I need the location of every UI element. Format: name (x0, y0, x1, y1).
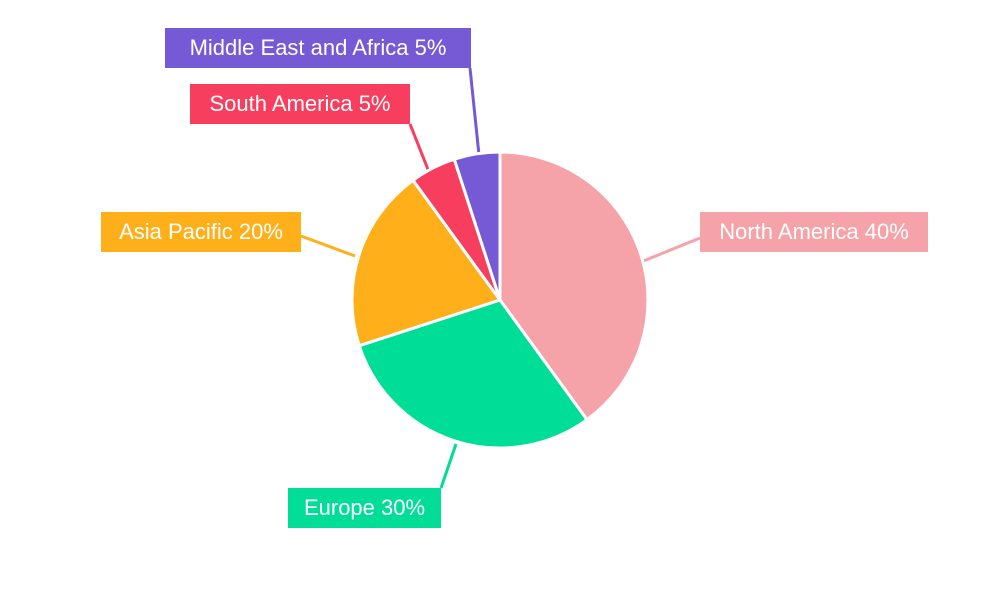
slice-label-south-america[interactable]: South America 5% (190, 84, 410, 124)
leader-line-europe (439, 443, 458, 489)
slice-label-asia-pacific[interactable]: Asia Pacific 20% (101, 212, 301, 252)
slice-label-text: Asia Pacific 20% (119, 219, 283, 244)
pie-slice-north-america[interactable] (498, 150, 650, 422)
slice-label-text: South America 5% (209, 91, 391, 116)
slice-label-text: Middle East and Africa 5% (189, 35, 447, 60)
leader-line-asia-pacific (300, 234, 356, 258)
slice-label-text: North America 40% (719, 219, 909, 244)
slice-label-middle-east-africa[interactable]: Middle East and Africa 5% (165, 28, 471, 68)
leader-lines (300, 67, 701, 489)
pie-slice-europe[interactable] (357, 298, 589, 450)
leader-line-south-america (408, 123, 431, 173)
leader-line-middle-east-africa (468, 67, 481, 156)
pie-slices (350, 150, 650, 450)
pie-slice-asia-pacific[interactable] (350, 178, 502, 348)
slice-label-text: Europe 30% (303, 495, 426, 520)
slice-label-north-america[interactable]: North America 40% (700, 212, 928, 252)
slice-label-europe[interactable]: Europe 30% (288, 488, 441, 528)
leader-line-north-america (640, 236, 701, 264)
pie-slice-middle-east-africa[interactable] (452, 150, 502, 302)
